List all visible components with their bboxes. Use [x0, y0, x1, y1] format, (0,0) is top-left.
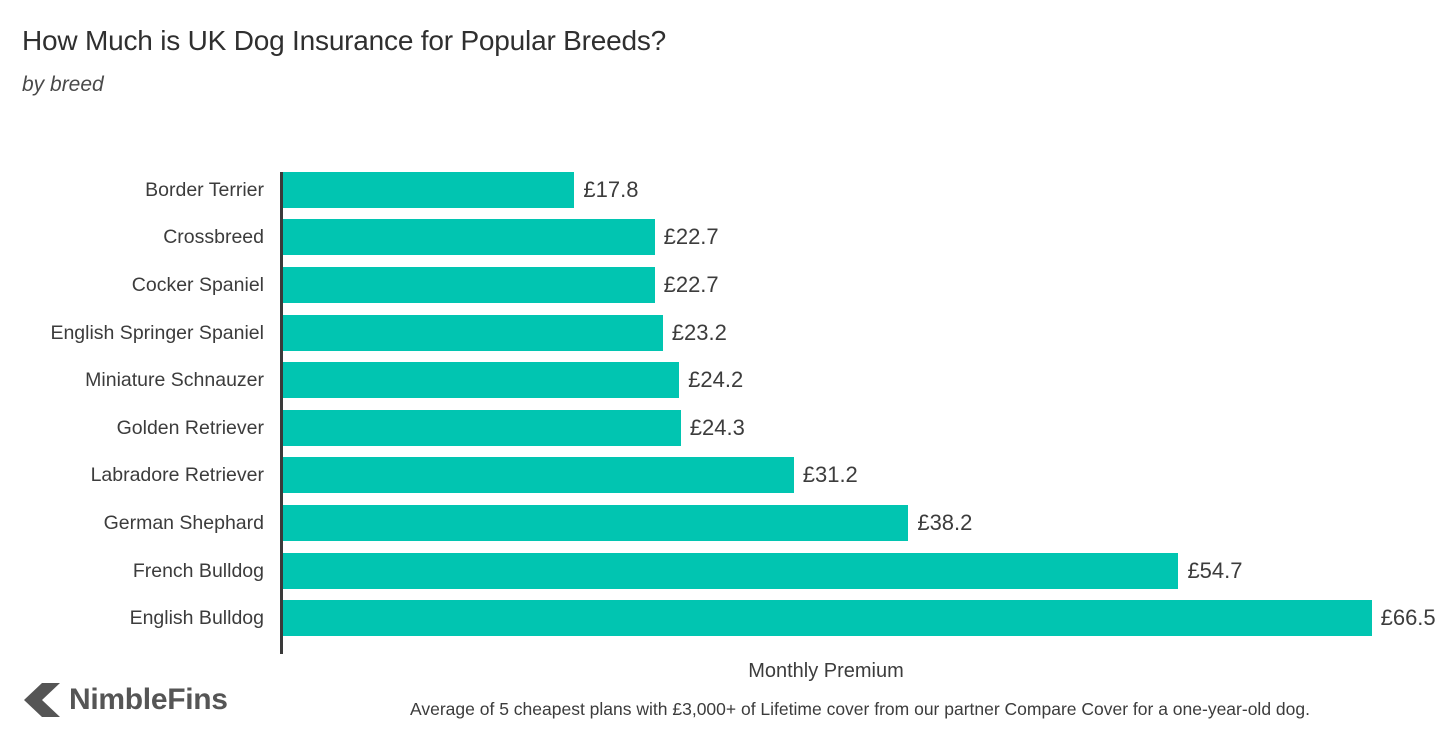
bar-with-value: £31.2 [283, 457, 858, 494]
bar [283, 171, 575, 208]
bar [283, 314, 663, 351]
bar-value-label: £31.2 [802, 462, 858, 488]
brand-name: NimbleFins [69, 683, 228, 716]
bar-value-label: £17.8 [583, 176, 639, 202]
bar-value-label: £54.7 [1187, 557, 1243, 583]
bar-category-label: Miniature Schnauzer [85, 369, 264, 392]
bar-category-label: Crossbreed [163, 226, 264, 249]
bar-value-label: £38.2 [917, 509, 973, 535]
bar-row: Labradore Retriever £31.2 [0, 452, 1450, 500]
brand-logo: NimbleFins [20, 683, 228, 717]
bar-with-value: £24.2 [283, 362, 744, 399]
bar-with-value: £17.8 [283, 171, 639, 208]
bar-value-label: £22.7 [663, 271, 719, 297]
bar-category-label: Golden Retriever [116, 416, 264, 439]
chart-subtitle: by breed [22, 73, 104, 96]
bar-value-label: £24.2 [688, 367, 744, 393]
bar-category-label: English Springer Spaniel [50, 321, 264, 344]
bar-category-label: Border Terrier [145, 178, 264, 201]
bar-category-label: Labradore Retriever [90, 464, 264, 487]
bar [283, 266, 655, 303]
x-axis-title: Monthly Premium [748, 660, 904, 682]
bar [283, 457, 794, 494]
chart-footnote: Average of 5 cheapest plans with £3,000+… [410, 699, 1310, 719]
bar [283, 362, 680, 399]
bar-value-label: £23.2 [671, 319, 727, 345]
chart-plot-area: Border Terrier £17.8 Crossbreed £22.7 Cocker… [0, 166, 1450, 654]
bar-with-value: £54.7 [283, 552, 1243, 589]
bar-row: German Shephard £38.2 [0, 499, 1450, 547]
bar-with-value: £22.7 [283, 266, 719, 303]
bar-row: Golden Retriever £24.3 [0, 404, 1450, 452]
bar-row: English Bulldog £66.5 [0, 594, 1450, 642]
bar-category-label: German Shephard [103, 511, 264, 534]
chart-header: How Much is UK Dog Insurance for Popular… [22, 24, 1422, 98]
bar-row: French Bulldog £54.7 [0, 547, 1450, 595]
bar-with-value: £24.3 [283, 409, 745, 446]
bar-row: English Springer Spaniel £23.2 [0, 309, 1450, 357]
bar [283, 504, 909, 541]
bar-with-value: £38.2 [283, 504, 973, 541]
bar-series: Border Terrier £17.8 Crossbreed £22.7 Cocker… [0, 166, 1450, 642]
bar [283, 409, 681, 446]
bar-with-value: £22.7 [283, 219, 719, 256]
y-axis-line [280, 172, 283, 654]
bar-with-value: £66.5 [283, 600, 1436, 637]
bar-value-label: £24.3 [689, 414, 745, 440]
page-title: How Much is UK Dog Insurance for Popular… [22, 25, 667, 56]
bar [283, 219, 655, 256]
bar-value-label: £22.7 [663, 224, 719, 250]
bar-row: Cocker Spaniel £22.7 [0, 261, 1450, 309]
bar-category-label: Cocker Spaniel [131, 273, 264, 296]
bar [283, 600, 1372, 637]
bar-row: Crossbreed £22.7 [0, 214, 1450, 262]
bar-category-label: English Bulldog [129, 607, 264, 630]
bar-row: Border Terrier £17.8 [0, 166, 1450, 214]
bar-with-value: £23.2 [283, 314, 727, 351]
chevron-left-icon [24, 683, 60, 717]
bar [283, 552, 1179, 589]
bar-value-label: £66.5 [1380, 605, 1436, 631]
bar-category-label: French Bulldog [132, 559, 264, 582]
bar-row: Miniature Schnauzer £24.2 [0, 356, 1450, 404]
